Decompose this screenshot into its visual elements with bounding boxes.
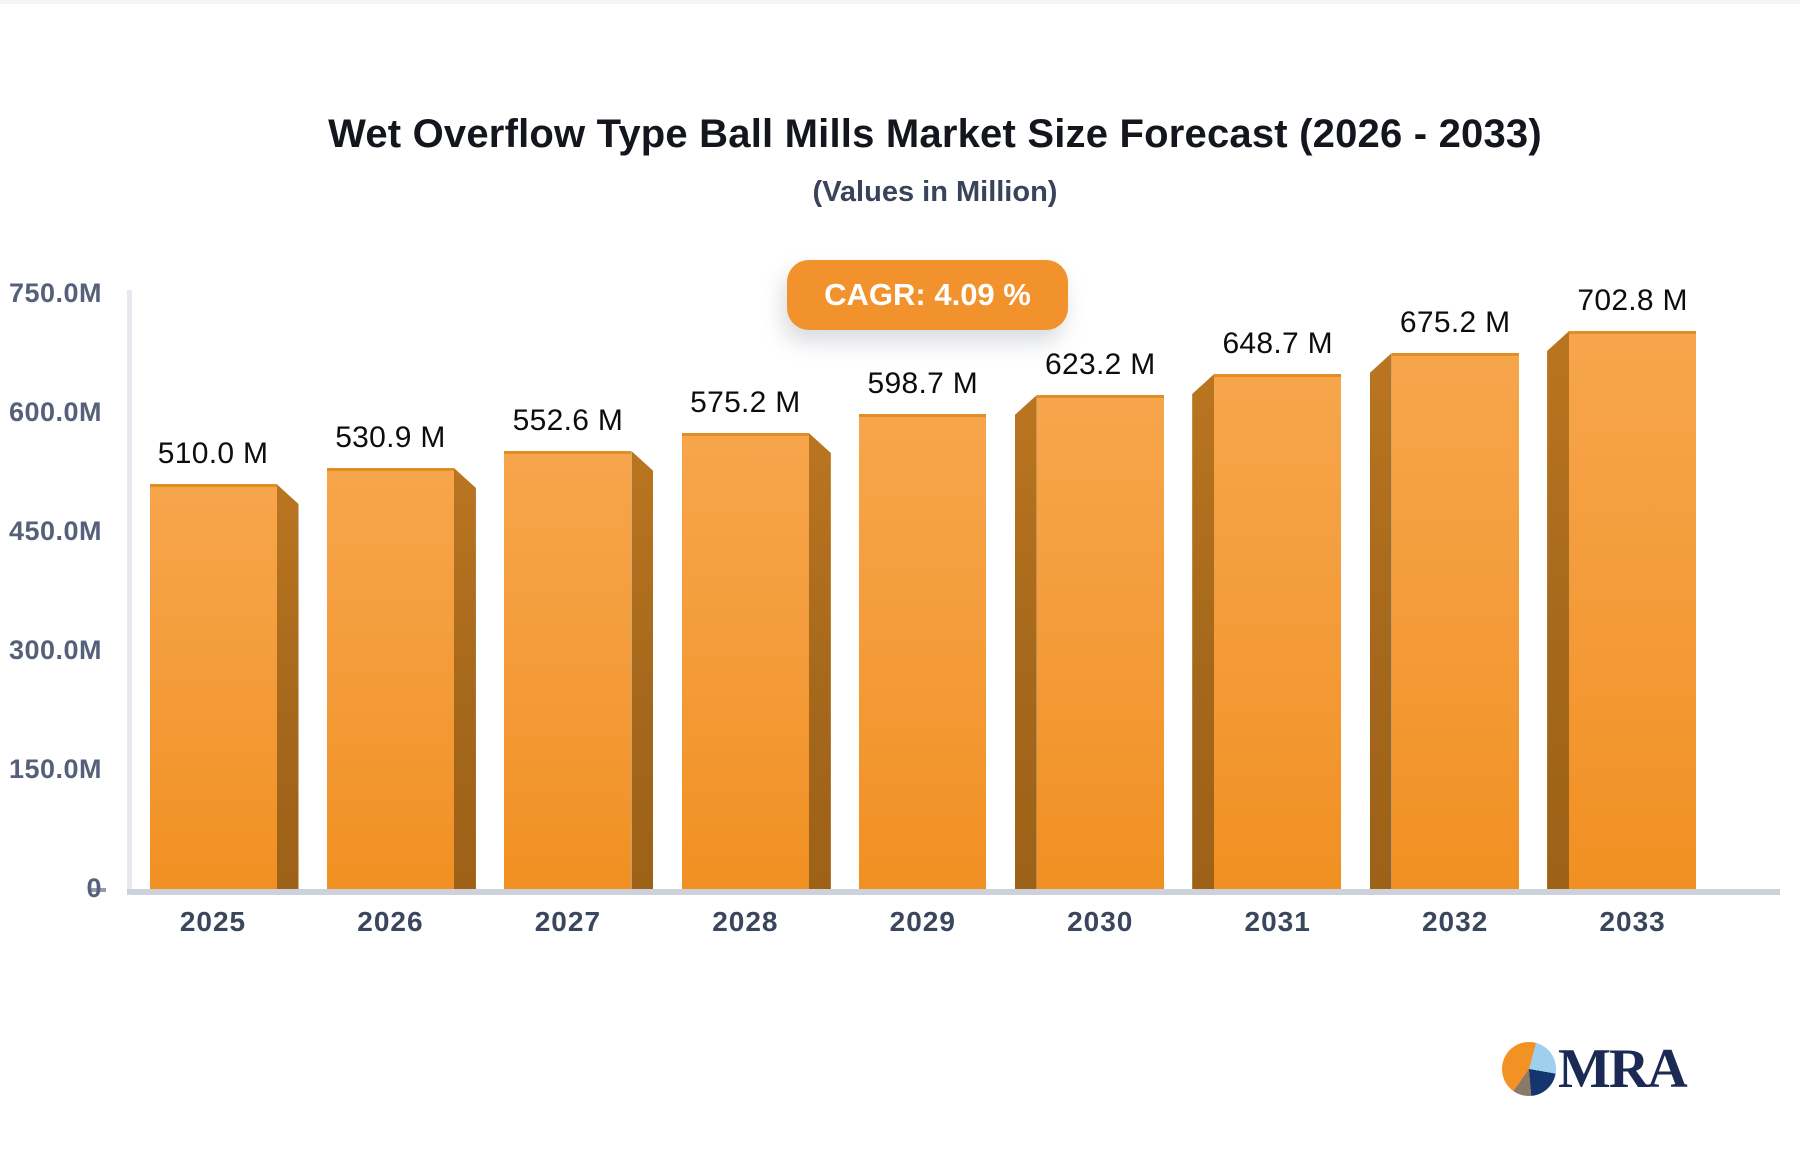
x-tick-label: 2026	[357, 906, 424, 937]
bar-face	[859, 414, 987, 889]
x-tick-label: 2033	[1599, 906, 1666, 937]
bar-value-label: 598.7 M	[867, 367, 979, 400]
bar-value-label: 675.2 M	[1399, 306, 1511, 339]
zero-tick-mark	[88, 888, 106, 892]
bar-value-label: 575.2 M	[690, 386, 801, 419]
brand-logo-text: MRA	[1558, 1038, 1688, 1100]
y-tick-label: 150.0M	[8, 754, 102, 784]
bar-face	[1214, 374, 1342, 889]
chart-subtitle: (Values in Million)	[812, 176, 1058, 208]
bar-value-label: 530.9 M	[335, 421, 446, 454]
bar-side	[808, 433, 831, 889]
bar-face	[1391, 353, 1519, 889]
bar-value-label: 623.2 M	[1045, 348, 1156, 381]
x-tick-label: 2031	[1244, 906, 1311, 937]
x-axis-line	[127, 889, 1780, 895]
x-tick-label: 2028	[712, 906, 779, 937]
x-tick-label: 2025	[179, 906, 247, 937]
brand-logo: MRA	[1502, 1038, 1688, 1100]
bar-face	[149, 484, 277, 889]
bar-face	[326, 468, 454, 889]
x-tick-label: 2032	[1421, 906, 1489, 937]
bar-side	[453, 468, 476, 889]
bar-side	[1192, 374, 1215, 889]
chart-title: Wet Overflow Type Ball Mills Market Size…	[328, 112, 1542, 156]
x-tick-label: 2027	[534, 906, 602, 937]
bar-side	[631, 451, 654, 889]
bar-side	[276, 484, 299, 889]
bar-side	[1014, 395, 1037, 889]
bar-face	[1569, 331, 1697, 889]
y-tick-label: 600.0M	[8, 397, 102, 427]
bar-face	[1036, 395, 1164, 889]
y-tick-label: 450.0M	[8, 516, 102, 546]
bar-value-label: 702.8 M	[1577, 284, 1688, 317]
y-tick-label: 750.0M	[8, 278, 102, 308]
bar-face	[504, 451, 632, 889]
cagr-badge: CAGR: 4.09 %	[787, 260, 1068, 330]
bar-value-label: 648.7 M	[1222, 327, 1333, 360]
bar-side	[1369, 353, 1392, 889]
pie-chart-logo-icon	[1502, 1042, 1556, 1096]
y-tick-label: 300.0M	[8, 635, 102, 665]
y-axis-line	[127, 290, 132, 890]
bar-side	[1547, 331, 1570, 889]
x-tick-label: 2029	[889, 906, 956, 937]
bar-value-label: 510.0 M	[157, 437, 269, 470]
plot-area: 750.0M 600.0M 450.0M 300.0M 150.0M 0 510.0 M 5…	[0, 4, 1800, 1156]
x-tick-label: 2030	[1067, 906, 1134, 937]
bar-face	[681, 433, 809, 889]
y-tick-label: 0	[86, 873, 102, 903]
bar-value-label: 552.6 M	[512, 404, 624, 437]
